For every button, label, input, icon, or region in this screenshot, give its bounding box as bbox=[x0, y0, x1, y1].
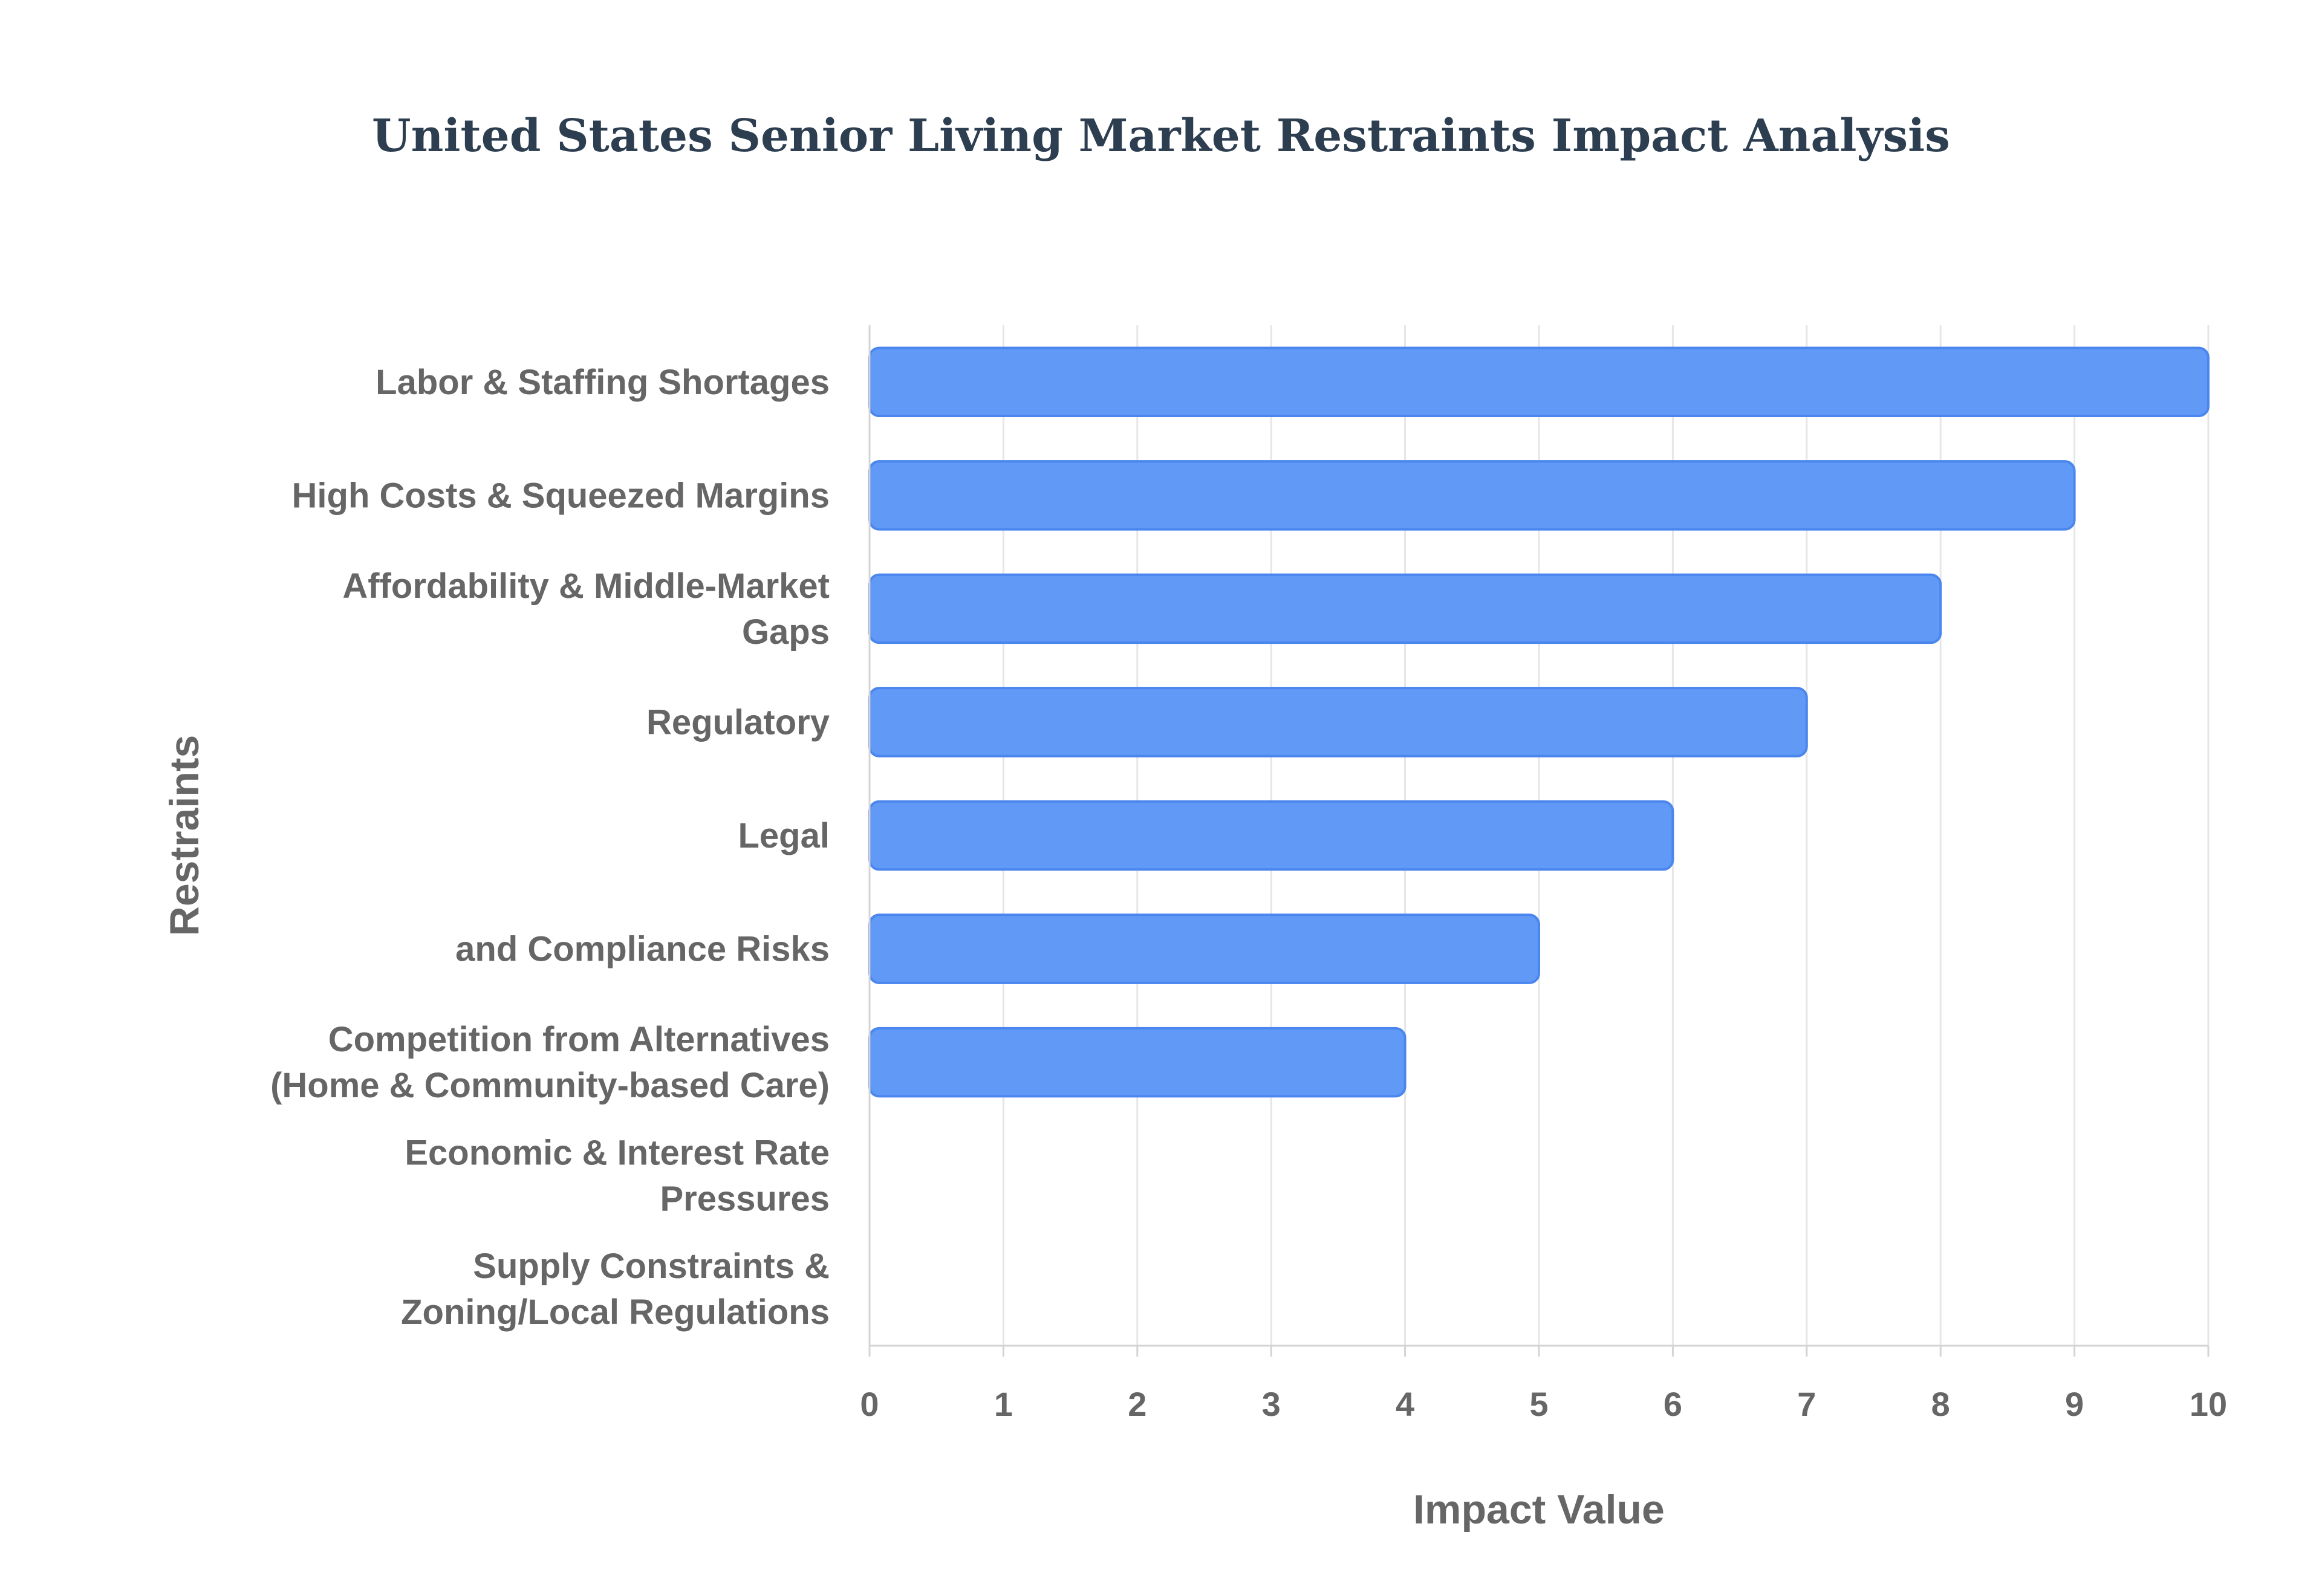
category-label-line: (Home & Community-based Care) bbox=[270, 1066, 830, 1105]
x-tick-label: 6 bbox=[1663, 1385, 1682, 1423]
y-axis-title: Restraints bbox=[161, 735, 207, 936]
x-tick-label: 2 bbox=[1128, 1385, 1146, 1423]
x-tick-label: 7 bbox=[1797, 1385, 1816, 1423]
x-tick-label: 3 bbox=[1262, 1385, 1281, 1423]
bar bbox=[868, 1027, 1407, 1098]
bars bbox=[868, 346, 2210, 1098]
category-labels: Labor & Staffing Shortages High Costs & S… bbox=[270, 363, 830, 1332]
x-tick-label: 9 bbox=[2065, 1385, 2084, 1423]
x-tick-label: 5 bbox=[1529, 1385, 1548, 1423]
category-label: Economic & Interest Rate Pressures bbox=[405, 1134, 830, 1219]
bar bbox=[868, 913, 1540, 984]
x-tick-label: 8 bbox=[1931, 1385, 1950, 1423]
category-label: Regulatory bbox=[646, 702, 830, 742]
chart-title: United States Senior Living Market Restr… bbox=[372, 110, 1950, 162]
category-label: Affordability & Middle-Market Gaps bbox=[342, 566, 830, 652]
x-tick-labels: 0 1 2 3 4 5 6 7 8 9 10 bbox=[860, 1346, 2227, 1423]
category-label-line: Economic & Interest Rate bbox=[405, 1134, 830, 1173]
category-label-line: Gaps bbox=[742, 612, 830, 652]
category-label-line: Zoning/Local Regulations bbox=[401, 1293, 830, 1332]
category-label: Competition from Alternatives (Home & Com… bbox=[270, 1020, 830, 1105]
category-label-line: Affordability & Middle-Market bbox=[342, 566, 830, 606]
category-label: and Compliance Risks bbox=[455, 930, 830, 969]
bar bbox=[868, 346, 2210, 418]
category-label: Labor & Staffing Shortages bbox=[376, 363, 830, 402]
category-label-line: Competition from Alternatives bbox=[328, 1020, 830, 1059]
category-label-line: Legal bbox=[738, 816, 830, 855]
category-label-line: and Compliance Risks bbox=[455, 930, 830, 969]
category-label: High Costs & Squeezed Margins bbox=[292, 476, 830, 515]
category-label-line: Supply Constraints & bbox=[473, 1247, 830, 1286]
x-tick-label: 10 bbox=[2190, 1385, 2227, 1423]
category-label-line: Pressures bbox=[660, 1179, 830, 1219]
category-label: Supply Constraints & Zoning/Local Regulat… bbox=[401, 1247, 830, 1332]
bar bbox=[868, 687, 1808, 757]
bar bbox=[868, 573, 1942, 644]
x-axis-title: Impact Value bbox=[1413, 1487, 1665, 1533]
category-label-line: Regulatory bbox=[646, 702, 830, 742]
x-tick-label: 4 bbox=[1396, 1385, 1414, 1423]
category-label-line: High Costs & Squeezed Margins bbox=[292, 476, 830, 515]
x-tick-label: 1 bbox=[994, 1385, 1013, 1423]
bar bbox=[868, 460, 2076, 531]
bar bbox=[868, 800, 1674, 871]
category-label: Legal bbox=[738, 816, 830, 855]
category-label-line: Labor & Staffing Shortages bbox=[376, 363, 830, 402]
x-tick-label: 0 bbox=[860, 1385, 879, 1423]
